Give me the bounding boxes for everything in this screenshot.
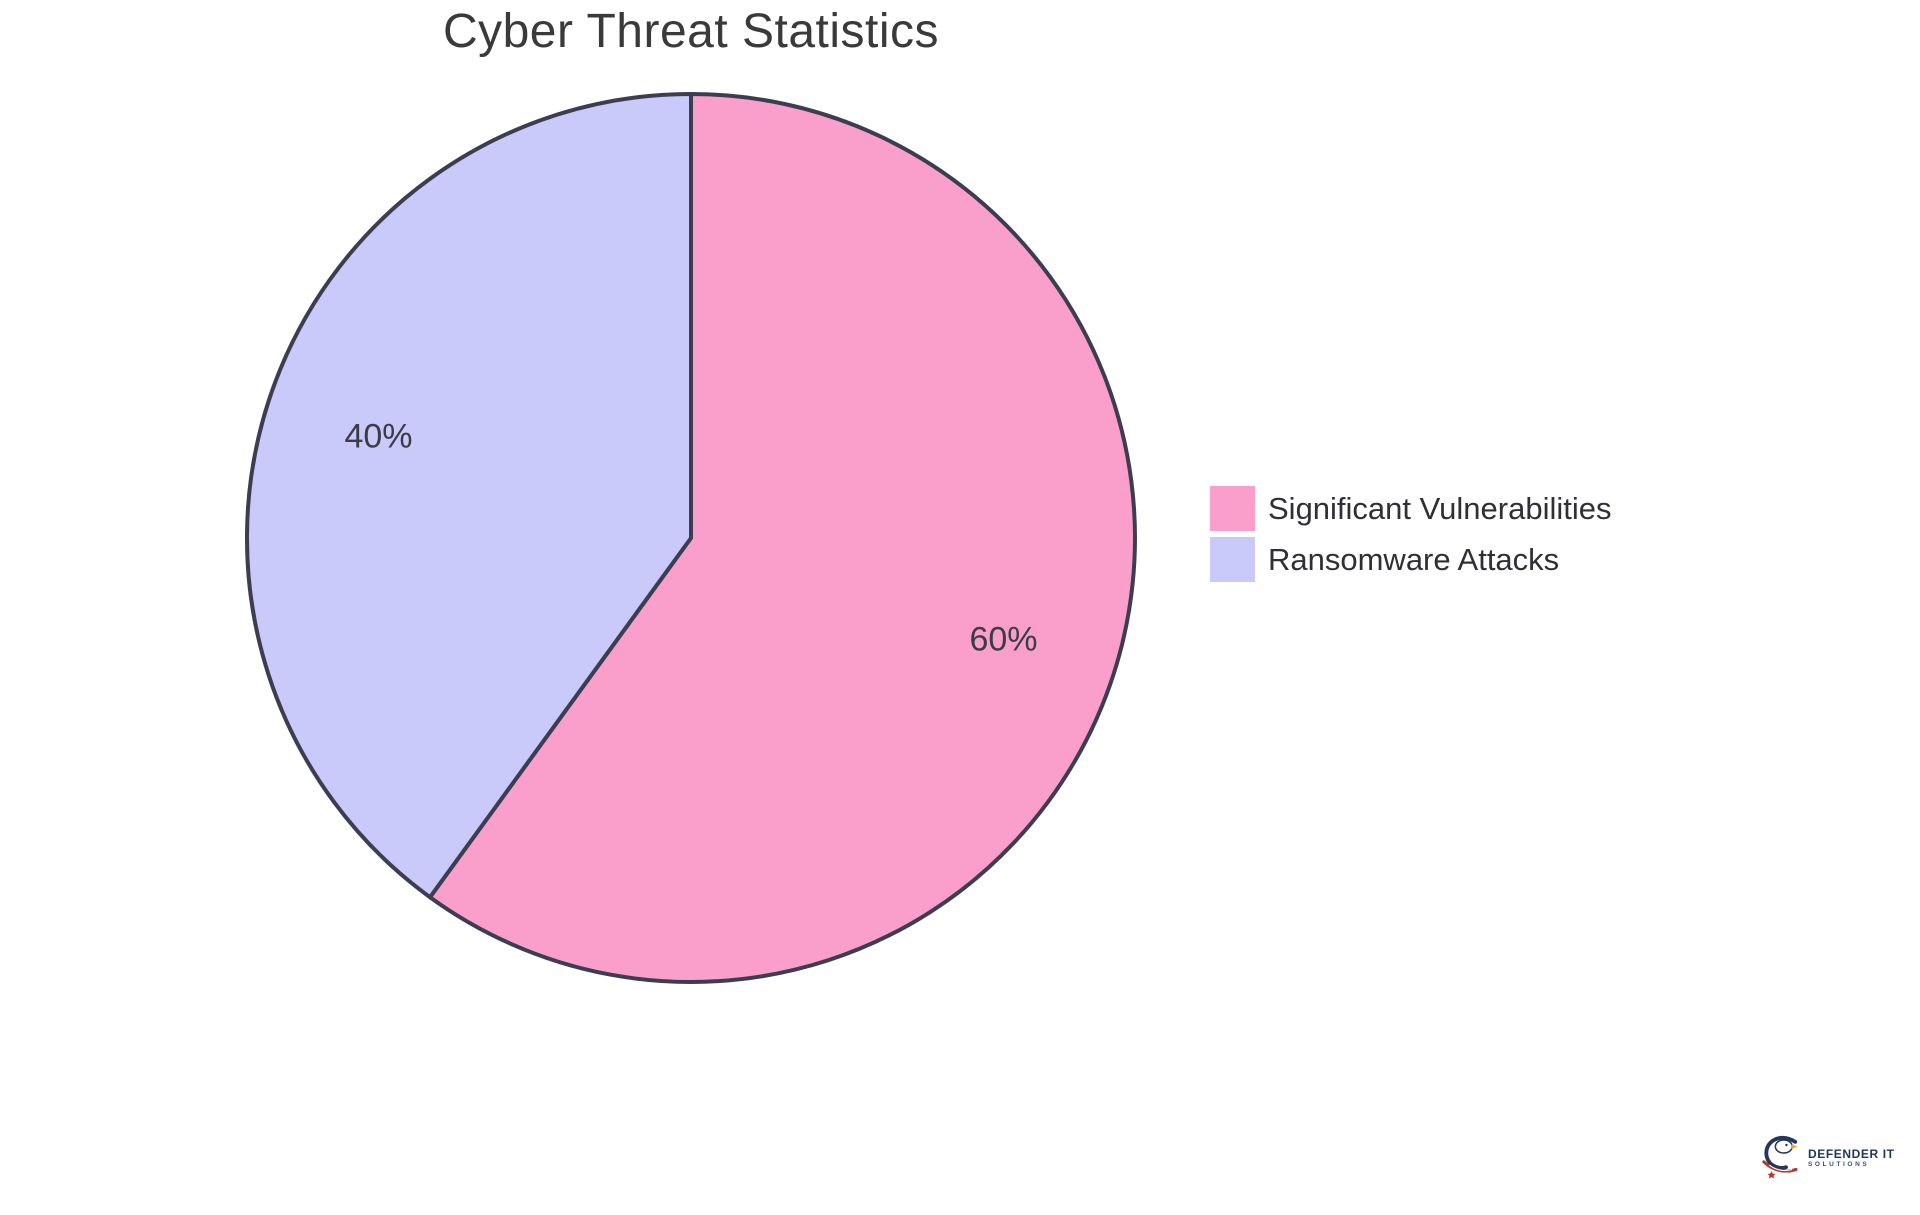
legend-swatch-significant-vulnerabilities bbox=[1210, 486, 1255, 531]
eagle-logo-icon bbox=[1762, 1135, 1798, 1179]
brand-watermark: DEFENDER IT SOLUTIONS bbox=[1760, 1131, 1900, 1185]
brand-tagline: SOLUTIONS bbox=[1808, 1160, 1870, 1168]
legend-swatch-ransomware-attacks bbox=[1210, 537, 1255, 582]
legend-label: Significant Vulnerabilities bbox=[1268, 490, 1612, 526]
pie-slice bbox=[428, 92, 1137, 984]
pie-slice bbox=[244, 92, 693, 900]
slice-percentage-label: 60% bbox=[969, 621, 1037, 659]
legend-label: Ransomware Attacks bbox=[1268, 541, 1560, 577]
chart-title: Cyber Threat Statistics bbox=[442, 5, 940, 58]
legend-item: Significant Vulnerabilities bbox=[1210, 486, 1611, 531]
legend-item: Ransomware Attacks bbox=[1210, 537, 1611, 582]
brand-name: DEFENDER IT bbox=[1808, 1146, 1895, 1161]
legend: Significant Vulnerabilities Ransomware A… bbox=[1210, 486, 1611, 582]
slice-percentage-label: 40% bbox=[344, 418, 412, 456]
